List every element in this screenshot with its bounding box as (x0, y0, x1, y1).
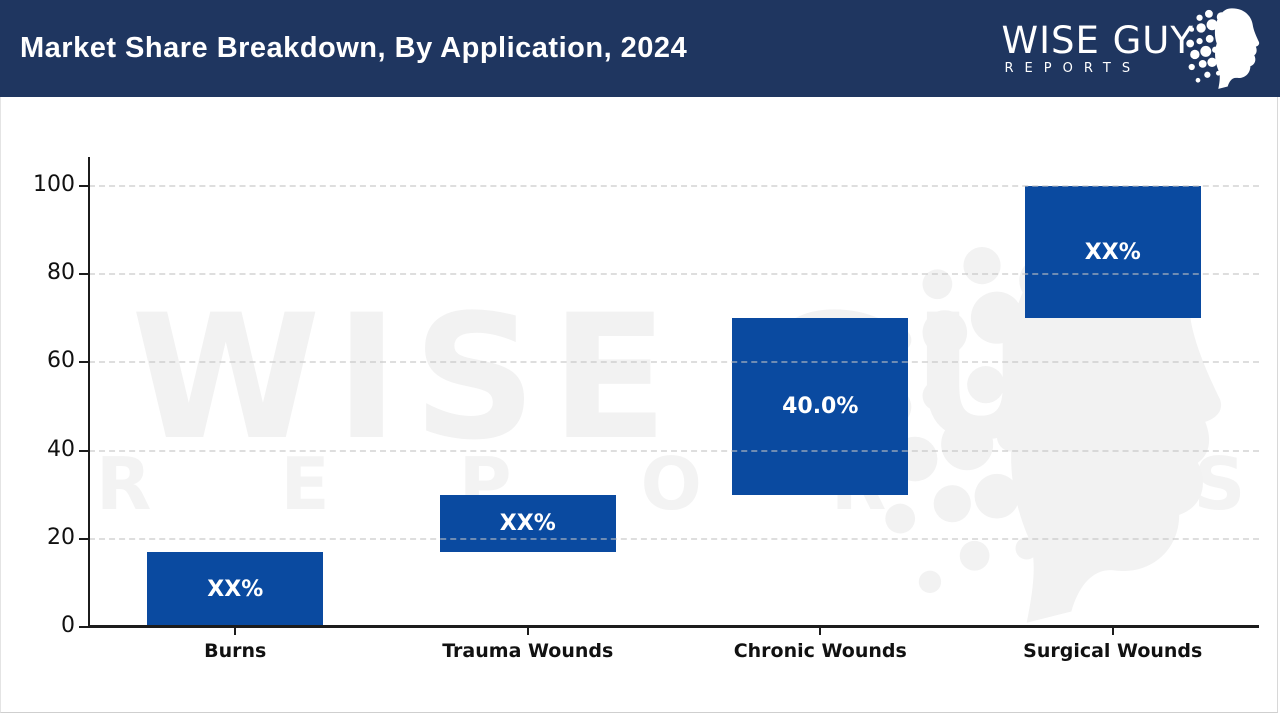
y-axis-tick (79, 185, 88, 187)
y-gridline (89, 537, 1259, 540)
y-axis-tick (79, 273, 88, 276)
x-axis-tick (526, 628, 529, 635)
y-tick-label: 40 (47, 436, 75, 462)
y-tick-label: 20 (47, 524, 75, 550)
y-axis-spine (88, 157, 90, 628)
x-axis-tick (819, 628, 822, 635)
y-gridline (89, 361, 1259, 364)
bar-burns: XX% (147, 552, 324, 627)
y-axis-tick (79, 449, 88, 452)
chart-area: WISE GUY R E P O R T S 0 20 40 60 80 100 XX% Bu… (0, 97, 1278, 713)
x-category-label: Trauma Wounds (442, 640, 614, 662)
x-category-label: Burns (204, 640, 267, 662)
y-gridline (89, 273, 1259, 276)
y-tick-label: 0 (61, 613, 75, 638)
bar-value-label: XX% (207, 577, 264, 602)
bar-value-label: XX% (1084, 239, 1141, 265)
page-title: Market Share Breakdown, By Application, … (20, 32, 688, 64)
bar-value-label: 40.0% (782, 393, 859, 419)
y-axis-tick (79, 626, 88, 628)
y-gridline (89, 449, 1259, 452)
x-category-label: Chronic Wounds (733, 640, 907, 662)
brand-name: WISE GUY (1001, 19, 1194, 62)
bar-trauma-wounds: XX% (439, 494, 616, 553)
x-axis-spine (88, 625, 1259, 628)
y-tick-label: 80 (47, 260, 75, 286)
bar-surgical-wounds: XX% (1024, 186, 1201, 319)
x-category-label: Surgical Wounds (1023, 640, 1203, 662)
x-axis-tick (1111, 628, 1114, 635)
y-tick-label: 100 (33, 172, 75, 197)
brand-logo-text: WISE GUY REPORTS (1002, 22, 1194, 76)
header-bar: Market Share Breakdown, By Application, … (0, 0, 1280, 97)
y-tick-label: 60 (47, 348, 75, 374)
brand-logo: WISE GUY REPORTS (1002, 6, 1266, 92)
y-axis-tick (79, 537, 88, 540)
bar-chronic-wounds: 40.0% (732, 318, 909, 495)
bar-value-label: XX% (499, 510, 556, 536)
y-axis-tick (79, 361, 88, 364)
x-axis-tick (234, 628, 237, 635)
brand-subtitle: REPORTS (1004, 61, 1142, 76)
y-gridline (89, 185, 1259, 187)
wiseguy-face-icon (1186, 8, 1260, 89)
